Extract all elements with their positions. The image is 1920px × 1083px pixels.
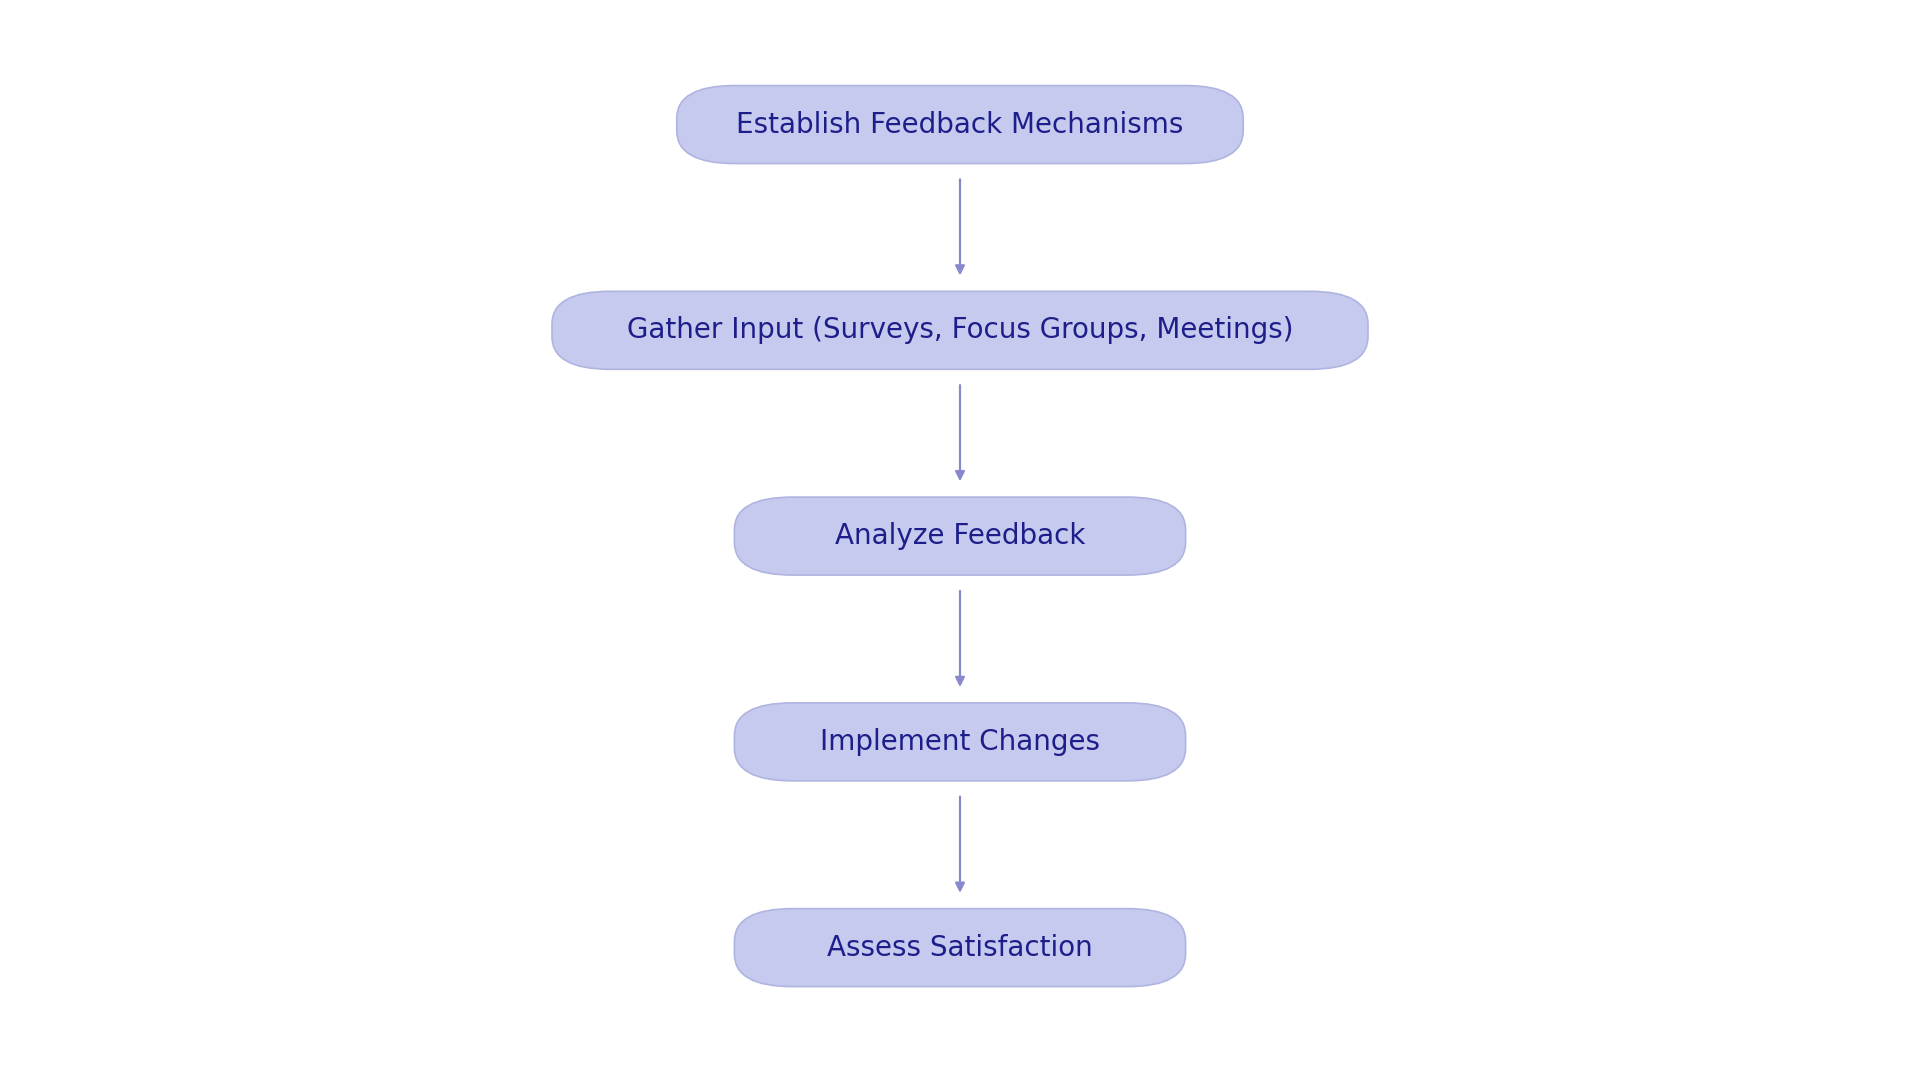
- Text: Gather Input (Surveys, Focus Groups, Meetings): Gather Input (Surveys, Focus Groups, Mee…: [626, 316, 1294, 344]
- FancyBboxPatch shape: [733, 909, 1185, 987]
- FancyBboxPatch shape: [553, 291, 1367, 369]
- Text: Assess Satisfaction: Assess Satisfaction: [828, 934, 1092, 962]
- Text: Analyze Feedback: Analyze Feedback: [835, 522, 1085, 550]
- Text: Implement Changes: Implement Changes: [820, 728, 1100, 756]
- FancyBboxPatch shape: [733, 497, 1185, 575]
- FancyBboxPatch shape: [678, 86, 1242, 164]
- Text: Establish Feedback Mechanisms: Establish Feedback Mechanisms: [735, 110, 1185, 139]
- FancyBboxPatch shape: [733, 703, 1185, 781]
